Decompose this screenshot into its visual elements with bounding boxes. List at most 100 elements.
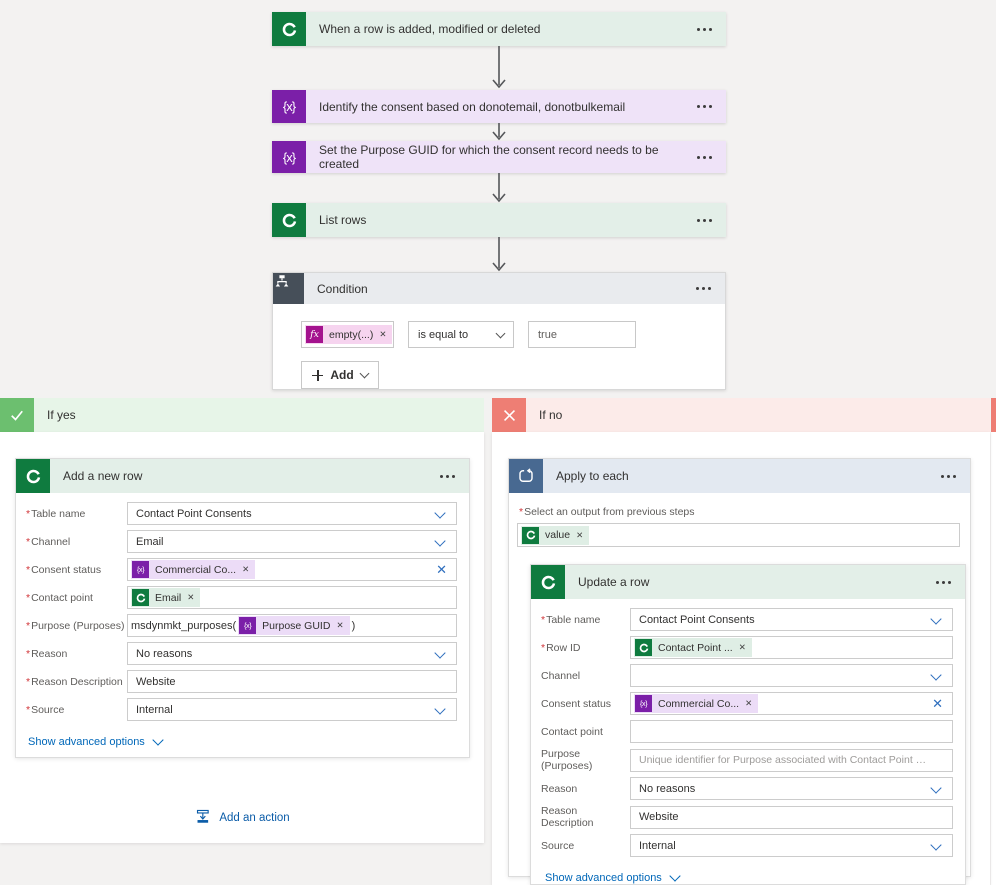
token-pill-email[interactable]: Email ✕ <box>131 588 201 607</box>
remove-icon[interactable]: ✕ <box>379 329 387 339</box>
chevron-down-icon[interactable] <box>434 507 446 519</box>
consent-status-input[interactable]: {x} Commercial Co... ✕ ✕ <box>127 558 457 581</box>
contact-point-input[interactable]: Email ✕ <box>127 586 457 609</box>
dataverse-icon <box>531 565 565 599</box>
condition-row: fx empty(...) ✕ is equal to true <box>301 321 725 348</box>
channel-dropdown[interactable] <box>630 664 953 687</box>
source-dropdown[interactable]: Internal <box>127 698 457 721</box>
field-row-purpose-purposes: *Purpose (Purposes) msdynmkt_purposes({x}… <box>26 614 457 637</box>
action-block-list-rows[interactable]: List rows <box>272 203 726 237</box>
chevron-down-icon[interactable] <box>434 535 446 547</box>
row-id-input[interactable]: Contact Point ... ✕ <box>630 636 953 659</box>
show-advanced-options-link[interactable]: Show advanced options <box>28 734 164 748</box>
select-output-field[interactable]: value ✕ <box>517 523 960 547</box>
chevron-down-icon[interactable] <box>930 669 942 681</box>
add-a-new-row-header[interactable]: Add a new row <box>16 459 469 493</box>
condition-operator-select[interactable]: is equal to <box>408 321 514 348</box>
if-yes-branch-header[interactable]: If yes <box>0 398 484 432</box>
token-label: Purpose GUID <box>262 619 331 632</box>
reason-dropdown[interactable]: No reasons <box>127 642 457 665</box>
required-marker: * <box>26 591 31 604</box>
apply-to-each-header[interactable]: Apply to each <box>509 459 970 493</box>
show-advanced-label: Show advanced options <box>28 736 145 748</box>
token-pill-commercial-co[interactable]: {x} Commercial Co... ✕ <box>131 560 256 579</box>
if-no-branch-header[interactable]: If no <box>492 398 990 432</box>
required-marker: * <box>26 647 31 660</box>
table-name-dropdown[interactable]: Contact Point Consents <box>127 502 457 525</box>
remove-icon[interactable]: ✕ <box>745 698 753 708</box>
field-label-row-id: *Row ID <box>541 641 581 654</box>
source-dropdown[interactable]: Internal <box>630 834 953 857</box>
field-label-consent-status: Consent status <box>541 697 612 710</box>
reason-description-input[interactable]: Website <box>127 670 457 693</box>
condition-add-button[interactable]: Add <box>301 361 379 389</box>
field-label-purpose-purposes: Purpose (Purposes) <box>541 748 593 772</box>
expression-prefix: msdynmkt_purposes( <box>131 619 237 632</box>
chevron-down-icon[interactable] <box>434 703 446 715</box>
trigger-block-when-a-row-changed[interactable]: When a row is added, modified or deleted <box>272 12 726 46</box>
dataverse-icon <box>272 203 306 237</box>
clear-icon[interactable]: ✕ <box>932 696 943 711</box>
field-label-reason-description: *Reason Description <box>26 675 123 688</box>
list-rows-title: List rows <box>319 213 367 227</box>
required-marker: * <box>26 619 31 632</box>
channel-dropdown[interactable]: Email <box>127 530 457 553</box>
remove-icon[interactable]: ✕ <box>336 620 344 630</box>
more-options-icon[interactable] <box>682 273 725 304</box>
dataverse-icon <box>16 459 50 493</box>
clear-icon[interactable]: ✕ <box>436 562 447 577</box>
reason-description-input[interactable]: Website <box>630 805 953 829</box>
compose-block-set-purpose-guid[interactable]: {x} Set the Purpose GUID for which the c… <box>272 141 726 173</box>
token-pill-commercial-co[interactable]: {x} Commercial Co... ✕ <box>634 694 759 713</box>
token-pill-contact-point[interactable]: Contact Point ... ✕ <box>634 638 752 657</box>
table-name-dropdown[interactable]: Contact Point Consents <box>630 608 953 631</box>
chevron-down-icon <box>359 368 370 379</box>
field-row-contact-point: Contact point <box>541 720 953 743</box>
add-a-new-row-card: Add a new row *Table name Contact Point C… <box>15 458 470 758</box>
consent-status-input[interactable]: {x} Commercial Co... ✕ ✕ <box>630 692 953 715</box>
more-options-icon[interactable] <box>683 203 726 237</box>
add-a-new-row-form: *Table name Contact Point Consents *Channe… <box>16 493 469 721</box>
required-marker: * <box>541 641 546 654</box>
token-pill-purpose-guid[interactable]: {x} Purpose GUID ✕ <box>238 616 350 635</box>
purpose-purposes-input[interactable]: msdynmkt_purposes({x} Purpose GUID ✕) <box>127 614 457 637</box>
field-label-channel: Channel <box>541 669 581 682</box>
compose-block-identify-consent[interactable]: {x} Identify the consent based on donote… <box>272 90 726 123</box>
apply-to-each-body: *Select an output from previous steps va… <box>509 493 970 885</box>
remove-icon[interactable]: ✕ <box>738 642 746 652</box>
more-options-icon[interactable] <box>683 90 726 123</box>
more-options-icon[interactable] <box>922 565 965 599</box>
chevron-down-icon[interactable] <box>930 839 942 851</box>
more-options-icon[interactable] <box>683 141 726 173</box>
offscreen-branch-sliver <box>991 398 996 432</box>
remove-icon[interactable]: ✕ <box>242 564 250 574</box>
reason-dropdown[interactable]: No reasons <box>630 777 953 800</box>
chevron-down-icon[interactable] <box>930 613 942 625</box>
add-an-action-button[interactable]: Add an action <box>194 808 290 828</box>
x-icon <box>492 398 526 432</box>
show-advanced-options-link[interactable]: Show advanced options <box>545 870 681 884</box>
condition-expression-field[interactable]: fx empty(...) ✕ <box>301 321 394 348</box>
field-value: Website <box>136 675 176 688</box>
contact-point-input[interactable] <box>630 720 953 743</box>
more-options-icon[interactable] <box>683 12 726 46</box>
operator-value: is equal to <box>418 328 469 341</box>
condition-value-input[interactable]: true <box>528 321 636 348</box>
condition-header[interactable]: Condition <box>273 273 725 304</box>
purpose-purposes-input[interactable]: Unique identifier for Purpose associated… <box>630 748 953 772</box>
more-options-icon[interactable] <box>426 459 469 493</box>
token-pill-empty[interactable]: fx empty(...) ✕ <box>305 325 393 344</box>
chevron-down-icon[interactable] <box>930 782 942 794</box>
more-options-icon[interactable] <box>927 459 970 493</box>
chevron-down-icon <box>495 328 506 338</box>
token-label: value <box>545 529 571 541</box>
field-label-reason-description: Reason Description <box>541 805 594 829</box>
token-pill-value[interactable]: value ✕ <box>521 525 590 545</box>
field-label-reason: *Reason <box>26 647 68 660</box>
chevron-down-icon[interactable] <box>434 647 446 659</box>
remove-icon[interactable]: ✕ <box>576 529 584 540</box>
update-a-row-header[interactable]: Update a row <box>531 565 965 599</box>
chevron-down-icon <box>152 734 164 746</box>
token-label: Commercial Co... <box>155 563 237 576</box>
remove-icon[interactable]: ✕ <box>187 592 195 602</box>
